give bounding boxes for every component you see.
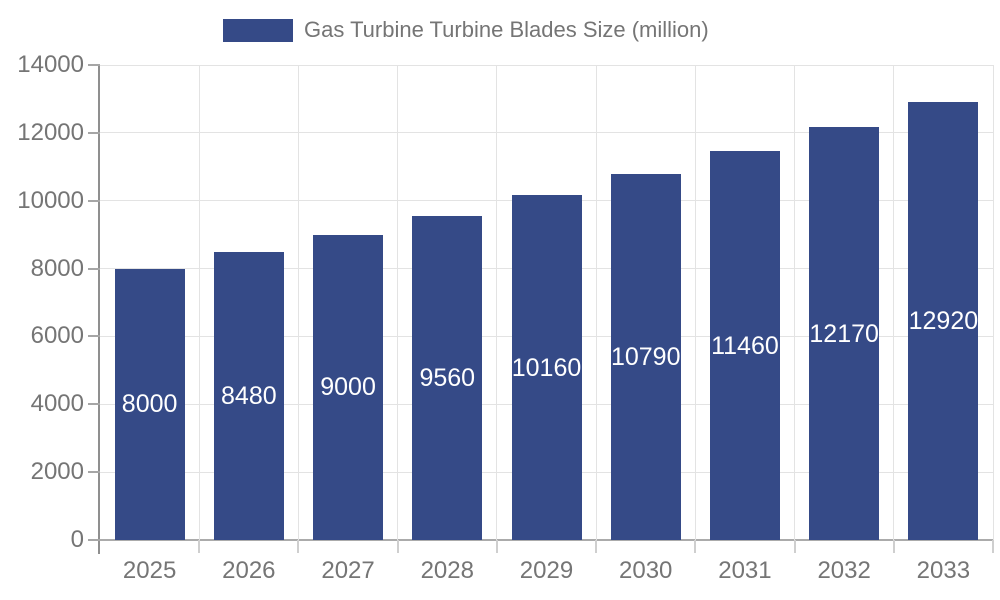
y-axis-tick (88, 403, 100, 406)
legend-label: Gas Turbine Turbine Blades Size (million… (304, 17, 709, 42)
x-gridline (992, 65, 994, 540)
y-axis-line (98, 64, 100, 554)
y-axis-tick (88, 64, 100, 66)
bar-value-label: 10790 (610, 342, 681, 371)
bar-value-label: 9560 (419, 363, 476, 392)
bar[interactable] (511, 195, 582, 540)
y-axis-label: 0 (70, 526, 84, 553)
y-axis-label: 10000 (17, 186, 84, 214)
bar[interactable] (709, 151, 780, 540)
x-axis-tick (198, 540, 201, 553)
y-axis-tick (88, 471, 100, 474)
x-gridline (496, 65, 498, 540)
bar[interactable] (412, 215, 483, 540)
bar[interactable] (114, 268, 185, 540)
y-axis-label: 4000 (30, 390, 84, 418)
x-axis-tick (595, 540, 598, 553)
y-axis-label: 12000 (17, 118, 84, 146)
x-axis-label: 2025 (122, 557, 177, 584)
x-axis-label: 2031 (718, 557, 772, 584)
x-axis-tick (992, 540, 994, 553)
x-gridline (397, 65, 399, 540)
x-axis-label: 2032 (817, 557, 871, 584)
x-axis-tick (694, 540, 697, 553)
x-axis-label: 2027 (321, 557, 375, 584)
x-axis-label: 2028 (420, 557, 474, 584)
x-gridline (694, 65, 696, 540)
x-axis-label: 2030 (619, 557, 673, 584)
x-gridline (198, 65, 200, 540)
x-axis-tick (892, 540, 895, 553)
bar[interactable] (313, 234, 384, 540)
y-gridline (100, 64, 993, 66)
x-gridline (794, 65, 796, 540)
y-gridline (100, 132, 993, 134)
x-gridline (595, 65, 597, 540)
y-axis-label: 8000 (30, 254, 84, 282)
y-axis-tick (88, 199, 100, 202)
bar-value-label: 8000 (121, 390, 178, 419)
x-axis-tick (495, 540, 498, 553)
bar[interactable] (610, 173, 681, 540)
y-axis-label: 14000 (17, 51, 84, 78)
y-axis-tick (88, 131, 100, 134)
y-axis-tick (88, 335, 100, 338)
x-axis-tick (793, 540, 796, 553)
bar-value-label: 9000 (320, 373, 376, 402)
x-axis-tick (297, 540, 300, 553)
bar-value-label: 8480 (221, 382, 277, 411)
bar-value-label: 12920 (908, 306, 979, 335)
x-gridline (893, 65, 895, 540)
x-axis-label: 2033 (916, 557, 971, 584)
bar[interactable] (908, 101, 979, 540)
y-axis-label: 2000 (30, 458, 84, 486)
y-axis-tick (88, 267, 100, 270)
x-axis-line (100, 539, 993, 541)
bar[interactable] (213, 252, 284, 540)
x-axis-label: 2029 (519, 557, 574, 584)
y-axis-tick (88, 539, 100, 541)
bar-value-label: 12170 (809, 319, 879, 348)
bar[interactable] (809, 127, 880, 540)
x-axis-label: 2026 (222, 557, 276, 584)
x-gridline (297, 65, 299, 540)
bar-value-label: 10160 (511, 353, 582, 382)
y-axis-label: 6000 (30, 322, 84, 350)
legend-swatch (223, 18, 293, 42)
x-axis-tick (396, 540, 399, 553)
legend-item[interactable]: Gas Turbine Turbine Blades Size (million… (223, 17, 709, 43)
bar-value-label: 11460 (711, 331, 779, 360)
